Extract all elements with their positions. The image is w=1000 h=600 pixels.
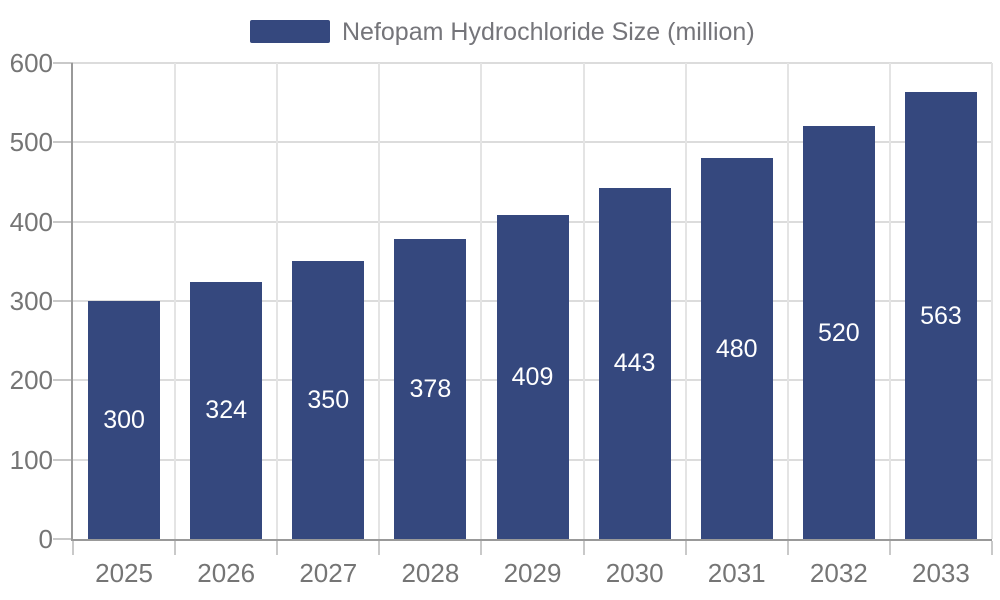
y-axis-tick-label: 0 bbox=[38, 524, 53, 554]
bar bbox=[700, 158, 773, 539]
bar-value-label: 409 bbox=[511, 362, 554, 391]
y-axis-tick-label: 400 bbox=[9, 206, 53, 237]
y-axis-tick-mark bbox=[53, 538, 73, 540]
x-axis-tick-mark bbox=[684, 541, 687, 555]
legend-swatch-icon[interactable] bbox=[250, 20, 330, 43]
x-gridline bbox=[888, 63, 891, 539]
x-axis-tick-mark bbox=[276, 541, 279, 555]
x-axis-tick-mark bbox=[888, 541, 891, 555]
bar bbox=[292, 261, 365, 539]
x-axis-line bbox=[71, 539, 992, 541]
x-gridline bbox=[582, 63, 585, 539]
bar bbox=[88, 301, 161, 539]
bar bbox=[496, 214, 569, 539]
bar bbox=[904, 92, 977, 539]
x-axis-tick-label: 2025 bbox=[95, 558, 153, 588]
x-axis-tick-label: 2033 bbox=[912, 558, 970, 588]
y-axis-tick-label: 200 bbox=[9, 365, 53, 396]
bar bbox=[190, 281, 263, 539]
x-axis-tick-mark bbox=[480, 541, 483, 555]
x-gridline bbox=[684, 63, 687, 539]
x-axis-tick-mark bbox=[582, 541, 585, 555]
x-axis-tick-label: 2029 bbox=[503, 558, 562, 588]
x-gridline bbox=[174, 63, 177, 539]
y-axis-tick-mark bbox=[53, 220, 73, 223]
x-gridline bbox=[991, 63, 993, 539]
bar bbox=[394, 239, 467, 539]
x-gridline bbox=[276, 63, 279, 539]
chart-legend[interactable]: Nefopam Hydrochloride Size (million) bbox=[0, 0, 1000, 50]
x-axis-tick-label: 2030 bbox=[605, 558, 664, 588]
y-axis-line bbox=[71, 63, 73, 541]
bar bbox=[598, 187, 671, 539]
legend-label[interactable]: Nefopam Hydrochloride Size (million) bbox=[342, 18, 755, 46]
x-axis-tick-mark bbox=[72, 541, 74, 555]
x-axis-tick-mark bbox=[991, 541, 993, 555]
y-gridline bbox=[73, 141, 992, 144]
y-gridline bbox=[73, 62, 992, 64]
x-axis-tick-label: 2028 bbox=[401, 558, 460, 588]
x-gridline bbox=[786, 63, 789, 539]
x-axis-tick-label: 2032 bbox=[809, 558, 868, 588]
y-axis-tick-mark bbox=[53, 141, 73, 144]
x-axis-tick-label: 2026 bbox=[197, 558, 256, 588]
bar bbox=[802, 126, 875, 539]
y-axis-tick-mark bbox=[53, 379, 73, 382]
x-gridline bbox=[480, 63, 483, 539]
y-axis-tick-mark bbox=[53, 458, 73, 461]
y-axis-tick-label: 600 bbox=[9, 48, 53, 78]
bar-value-label: 563 bbox=[920, 301, 962, 330]
x-axis-tick-label: 2031 bbox=[707, 558, 766, 588]
x-axis-tick-mark bbox=[174, 541, 177, 555]
y-axis-tick-mark bbox=[53, 62, 73, 64]
bar-value-label: 300 bbox=[103, 406, 145, 434]
y-axis-tick-mark bbox=[53, 300, 73, 302]
y-axis-tick-label: 100 bbox=[9, 444, 53, 475]
bar-value-label: 443 bbox=[613, 349, 656, 378]
y-axis-tick-label: 300 bbox=[9, 286, 53, 316]
y-axis-tick-label: 500 bbox=[9, 127, 53, 158]
x-gridline bbox=[378, 63, 381, 539]
x-axis-tick-mark bbox=[786, 541, 789, 555]
bar-value-label: 350 bbox=[307, 386, 350, 415]
bar-value-label: 520 bbox=[817, 318, 860, 347]
x-axis-tick-label: 2027 bbox=[299, 558, 358, 588]
x-axis-tick-mark bbox=[378, 541, 381, 555]
bar-value-label: 378 bbox=[409, 375, 452, 404]
bar-value-label: 324 bbox=[205, 396, 248, 425]
bar-value-label: 480 bbox=[715, 334, 758, 363]
